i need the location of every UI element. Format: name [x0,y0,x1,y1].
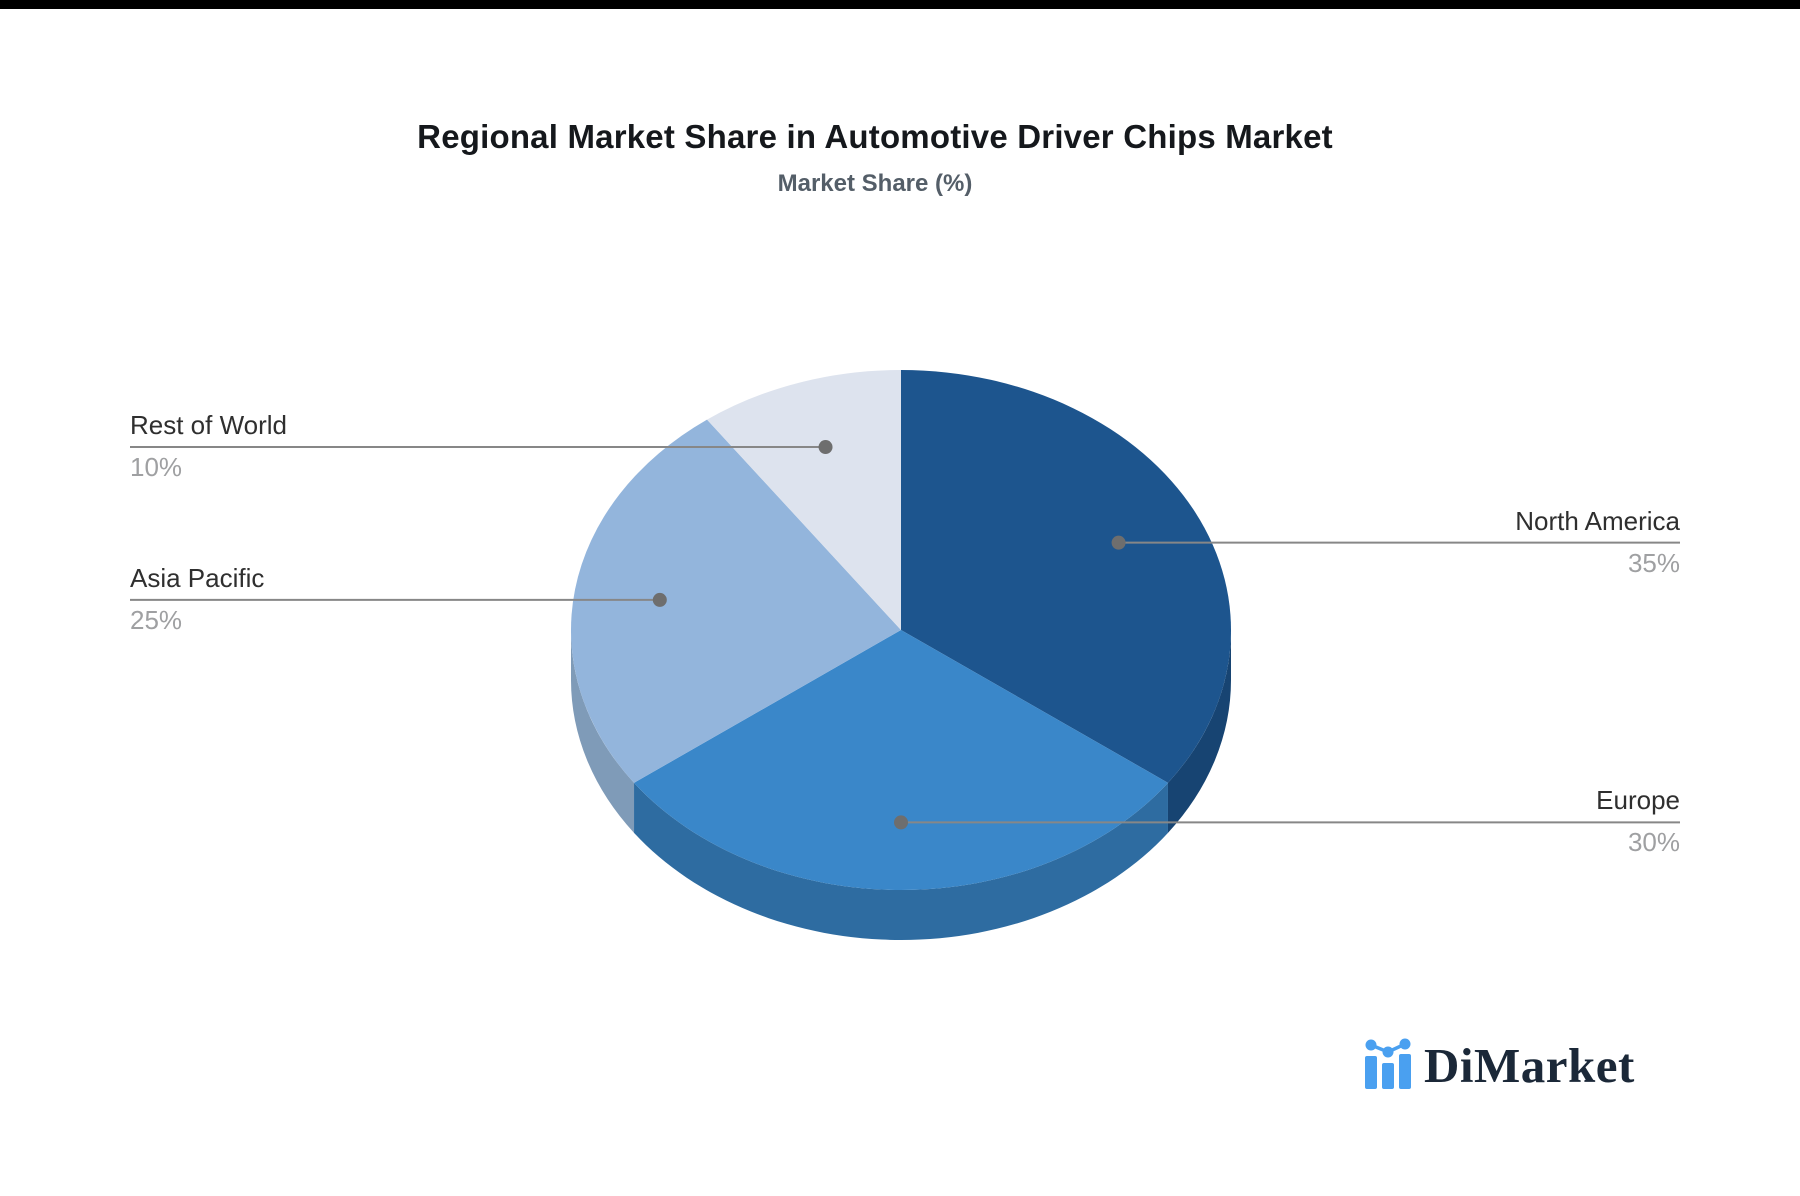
leader-dot-rest-of-world [818,440,833,455]
pie-depth-asia-pacific [571,630,635,833]
pie-label-value: 25% [130,604,183,635]
pie-label-value: 35% [1627,547,1680,578]
pie-label-name: North America [1515,505,1680,536]
pie-label-europe: Europe 30% [1596,785,1680,858]
pie-slice-europe[interactable] [634,630,1168,890]
chart-title: Regional Market Share in Automotive Driv… [417,118,1333,155]
pie-label-name: Asia Pacific [130,562,265,593]
pie-label-north-america: North America 35% [1515,506,1680,579]
pie-label-rest-of-world: Rest of World 10% [130,410,287,483]
pie-slice-asia-pacific[interactable] [571,419,901,783]
pie-slice-rest-of-world[interactable] [707,370,901,630]
pie-depth-north-america [1167,630,1231,833]
bar-line-chart-icon [1365,1038,1411,1089]
chart-subtitle: Market Share (%) [777,170,973,197]
leader-dot-north-america [1111,535,1126,550]
pie-label-value: 10% [130,452,183,483]
dimarket-logo: DiMarket [1364,1038,1635,1098]
logo-text: DiMarket [1424,1038,1635,1093]
pie-label-value: 30% [1627,827,1680,858]
pie-label-name: Europe [1596,785,1680,816]
pie-label-asia-pacific: Asia Pacific 25% [130,563,264,636]
window-top-edge [0,0,1800,9]
pie-label-name: Rest of World [130,410,288,441]
pie-slice-north-america[interactable] [901,370,1231,783]
leader-dot-europe [894,815,908,830]
leader-dot-asia-pacific [652,592,667,607]
pie-depth-europe [634,782,1168,940]
